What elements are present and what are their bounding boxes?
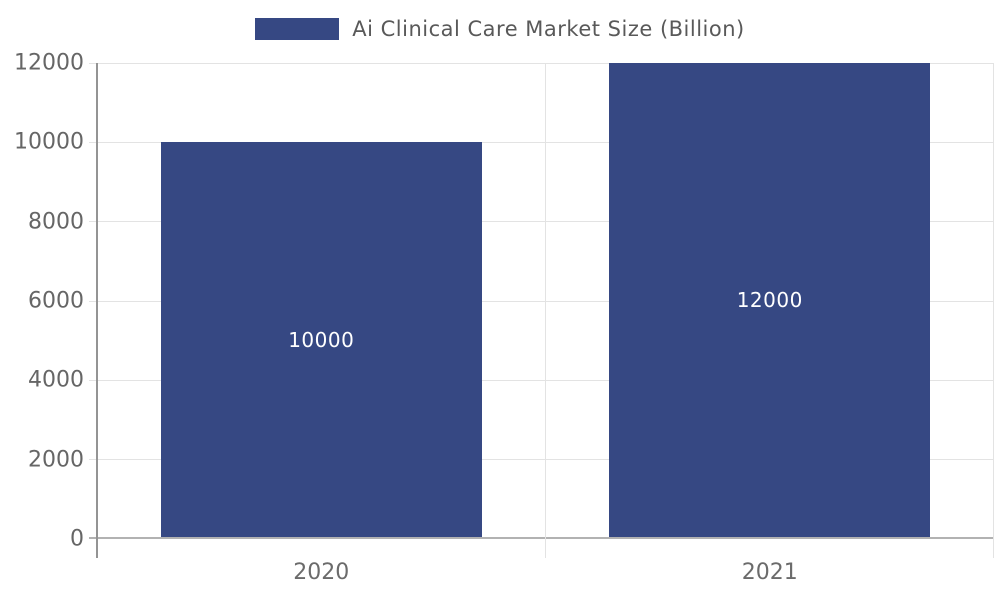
bar-value-label: 12000	[736, 288, 803, 312]
x-tick-label: 2020	[293, 560, 350, 585]
bar-2021	[609, 63, 931, 537]
y-tick-mark	[89, 300, 97, 302]
y-tick-label: 0	[70, 526, 84, 552]
legend-label: Ai Clinical Care Market Size (Billion)	[352, 17, 745, 41]
y-tick-mark	[89, 379, 97, 381]
y-tick-mark	[89, 221, 97, 223]
y-tick-label: 4000	[28, 367, 84, 393]
plot-right-boundary-line	[993, 63, 994, 558]
bar-2020	[160, 142, 482, 537]
x-axis-line	[89, 537, 994, 539]
y-tick-mark	[89, 141, 97, 143]
y-tick-label: 2000	[28, 447, 84, 473]
x-tick-label: 2021	[741, 560, 798, 585]
y-tick-label: 10000	[14, 129, 84, 155]
bar-value-label: 10000	[288, 327, 355, 352]
legend[interactable]: Ai Clinical Care Market Size (Billion)	[0, 17, 1000, 41]
y-tick-mark	[89, 62, 97, 64]
plot-area	[89, 62, 994, 558]
y-tick-label: 12000	[14, 50, 84, 76]
y-tick-mark	[89, 459, 97, 461]
category-divider-line	[545, 63, 546, 558]
y-tick-label: 6000	[28, 288, 84, 314]
y-axis-line	[96, 63, 98, 558]
legend-swatch	[255, 18, 340, 40]
y-tick-label: 8000	[28, 209, 84, 235]
